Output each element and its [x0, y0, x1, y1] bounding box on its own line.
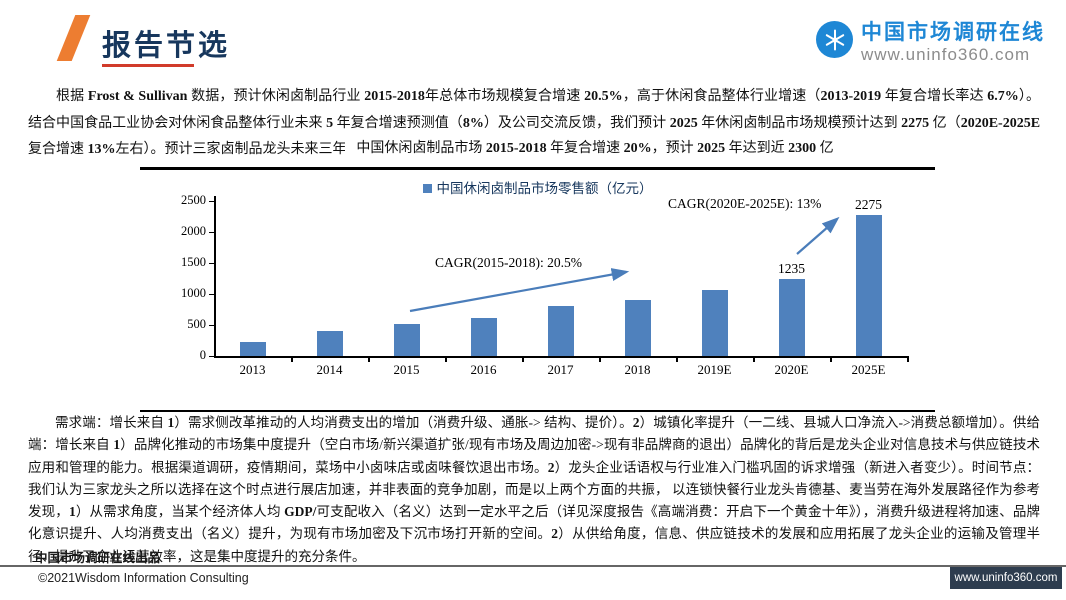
bar-2020E [778, 279, 805, 356]
x-tick-label: 2015 [393, 362, 420, 377]
chart-caption: 中国休闲卤制品市场 2015-2018 年复合增速 20%，预计 2025 年达… [345, 137, 845, 157]
page-title: 报告节选 [102, 30, 231, 62]
footer-produced-by: 中国市场调研在线出品 [35, 551, 161, 565]
cagr-arrow-2020-2025 [796, 216, 840, 255]
bar-2017 [547, 306, 574, 356]
bar-2019E [701, 289, 728, 356]
footer-divider [0, 565, 1066, 567]
cagr-annotation-2015-2018: CAGR(2015-2018): 20.5% [435, 255, 582, 270]
brand-logo: 中国市场调研在线 www.uninfo360.com [816, 21, 1045, 64]
snowflake-icon [825, 29, 844, 50]
legend-label: 中国休闲卤制品市场零售额（亿元） [436, 181, 653, 196]
x-tick-label: 2014 [316, 362, 343, 377]
x-tick-label: 2013 [239, 362, 266, 377]
x-tick [599, 356, 601, 362]
x-tick [445, 356, 447, 362]
cagr-annotation-2020-2025: CAGR(2020E-2025E): 13% [668, 196, 822, 211]
bar-2013 [239, 341, 266, 356]
footer-copyright: ©2021Wisdom Information Consulting [38, 571, 249, 585]
brand-text: 中国市场调研在线 www.uninfo360.com [861, 21, 1045, 64]
y-tick-label: 0 [199, 348, 206, 362]
y-tick [209, 355, 214, 357]
x-tick-label: 2018 [624, 362, 651, 377]
bar-2014 [316, 331, 343, 356]
legend-swatch [422, 184, 432, 193]
y-tick [209, 324, 214, 326]
x-tick [291, 356, 293, 362]
bar-2025E [855, 214, 882, 356]
x-axis [214, 356, 908, 358]
x-tick-label: 2017 [547, 362, 574, 377]
title-underline [102, 64, 194, 67]
x-tick [830, 356, 832, 362]
x-tick [676, 356, 678, 362]
y-tick-label: 2000 [181, 224, 206, 238]
x-tick-label: 2016 [470, 362, 497, 377]
bar-value-label: 1235 [778, 261, 805, 277]
y-tick [209, 262, 214, 264]
x-tick-label: 2019E [697, 362, 732, 377]
cagr-arrow-2015-2018 [409, 268, 630, 313]
cagr-arrows [409, 216, 840, 313]
bar-value-label: 2275 [855, 196, 882, 212]
y-axis [214, 196, 216, 356]
chart-legend: 中国休闲卤制品市场零售额（亿元） [140, 177, 935, 197]
chart-plot-area: CAGR(2015-2018): 20.5% CAGR(2020E-2025E)… [140, 170, 935, 410]
y-tick-label: 500 [187, 317, 206, 331]
chart-frame: 中国休闲卤制品市场零售额（亿元） CAGR(2015-2018): 20.5% … [140, 167, 935, 412]
brand-slash-decoration [56, 15, 91, 61]
x-tick [753, 356, 755, 362]
y-tick-label: 1000 [181, 286, 206, 300]
x-tick [907, 356, 909, 362]
y-tick-label: 2500 [181, 193, 206, 207]
x-tick [522, 356, 524, 362]
x-tick [368, 356, 370, 362]
brand-url-link[interactable]: www.uninfo360.com [861, 45, 1031, 64]
x-tick-label: 2025E [851, 362, 886, 377]
y-tick [209, 293, 214, 295]
y-tick [209, 231, 214, 233]
x-tick-label: 2020E [774, 362, 809, 377]
bar-2015 [393, 323, 420, 356]
bar-2016 [470, 318, 497, 356]
analysis-paragraph: 需求端：增长来自 1）需求侧改革推动的人均消费支出的增加（消费升级、通胀-> 结… [28, 415, 1041, 564]
y-tick-label: 1500 [181, 255, 206, 269]
bar-2018 [624, 299, 651, 356]
y-tick [209, 200, 214, 202]
brand-name: 中国市场调研在线 [861, 21, 1045, 44]
snowflake-globe-icon [816, 21, 853, 58]
footer-site-link[interactable]: www.uninfo360.com [950, 567, 1062, 589]
